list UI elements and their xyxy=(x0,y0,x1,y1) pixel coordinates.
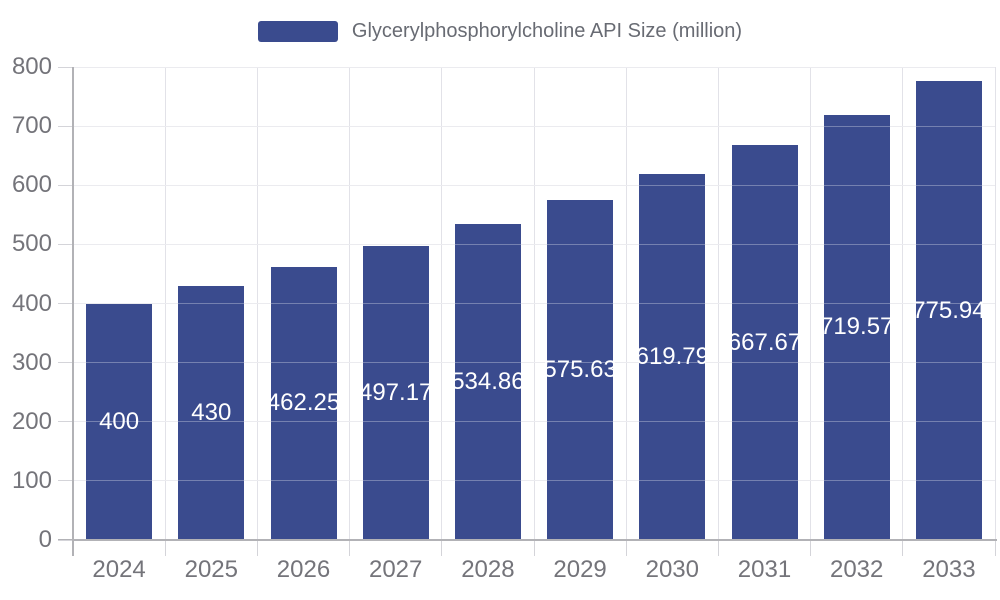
y-axis-tick xyxy=(58,303,72,304)
x-tick-label-2032: 2032 xyxy=(829,556,884,583)
bar-value-label: 534.86 xyxy=(451,367,525,395)
bar-value-label: 775.94 xyxy=(912,296,986,324)
plot-area: 400 430 462.25 497.17 534.86 575.63 619.79 667.… xyxy=(73,66,996,540)
x-axis-tick xyxy=(717,541,719,556)
bar-2031 xyxy=(731,145,798,540)
x-tick-label-2028: 2028 xyxy=(461,556,515,583)
gridline-vertical xyxy=(717,67,719,540)
bar-value-label: 462.25 xyxy=(266,389,341,417)
gridline-overlay xyxy=(73,303,995,304)
y-tick-label-0: 0 xyxy=(38,526,52,553)
x-axis-line xyxy=(58,539,997,541)
y-tick-label-600: 600 xyxy=(11,171,52,199)
x-axis-tick xyxy=(994,541,996,556)
bar-2033 xyxy=(915,81,982,540)
bar-value-label: 497.17 xyxy=(358,379,433,407)
y-axis-tick xyxy=(58,480,72,482)
x-tick-label-2030: 2030 xyxy=(645,556,699,583)
gridline-vertical xyxy=(349,67,351,540)
y-tick-label-700: 700 xyxy=(11,112,52,140)
gridline-vertical xyxy=(441,67,443,540)
y-axis-tick xyxy=(58,243,72,245)
gridline-vertical xyxy=(625,67,627,540)
x-axis-tick xyxy=(533,541,535,556)
y-axis-tick xyxy=(58,66,72,68)
y-axis-tick xyxy=(58,184,72,186)
y-axis-tick xyxy=(58,421,72,423)
y-axis-tick xyxy=(58,125,72,127)
x-axis-tick xyxy=(810,541,812,556)
gridline-vertical xyxy=(164,67,166,540)
gridline-overlay xyxy=(73,184,995,186)
bar-2024 xyxy=(86,303,153,540)
y-tick-label-300: 300 xyxy=(11,348,52,376)
gridline-overlay xyxy=(73,362,995,364)
bar-2027 xyxy=(362,246,429,540)
bar-2029 xyxy=(547,199,614,540)
y-tick-label-200: 200 xyxy=(11,407,52,435)
bar-value-label: 719.57 xyxy=(819,313,894,341)
x-axis-tick xyxy=(625,541,627,556)
bar-value-label: 430 xyxy=(191,398,232,426)
legend-item[interactable]: Glycerylphosphorylcholine API Size (mill… xyxy=(0,19,1000,44)
bar-value-label: 619.79 xyxy=(635,342,709,370)
x-axis-tick xyxy=(349,541,351,556)
gridline-overlay xyxy=(73,243,995,245)
legend-label: Glycerylphosphorylcholine API Size (mill… xyxy=(351,20,743,42)
bar-2025 xyxy=(178,285,245,540)
x-axis-tick xyxy=(902,541,904,556)
x-tick-label-2025: 2025 xyxy=(184,556,238,583)
bar-2032 xyxy=(823,114,890,540)
x-tick-label-2033: 2033 xyxy=(922,556,976,583)
gridline-vertical xyxy=(533,67,535,540)
gridline-overlay xyxy=(73,125,995,127)
gridline-overlay xyxy=(73,480,995,482)
gridline-vertical xyxy=(256,67,258,540)
gridline-vertical xyxy=(902,67,904,540)
y-tick-label-800: 800 xyxy=(11,53,52,80)
legend-swatch xyxy=(257,21,338,42)
gridline-vertical xyxy=(994,67,996,540)
bar-value-label: 667.67 xyxy=(727,328,802,356)
gridline-overlay xyxy=(73,421,995,423)
x-axis-tick xyxy=(441,541,443,556)
x-tick-label-2026: 2026 xyxy=(276,556,331,583)
y-tick-label-400: 400 xyxy=(11,289,52,317)
x-tick-label-2024: 2024 xyxy=(92,556,146,583)
gridline-vertical xyxy=(810,67,812,540)
bar-2030 xyxy=(639,173,706,540)
x-axis-tick xyxy=(256,541,258,556)
bar-2026 xyxy=(270,266,337,540)
y-axis-line xyxy=(72,67,74,556)
y-tick-label-100: 100 xyxy=(11,466,52,494)
gridline-overlay xyxy=(73,66,995,68)
bar-2028 xyxy=(454,223,521,540)
x-tick-label-2027: 2027 xyxy=(368,556,423,583)
y-tick-label-500: 500 xyxy=(11,230,52,258)
x-tick-label-2029: 2029 xyxy=(553,556,607,583)
y-axis-tick xyxy=(58,362,72,364)
bar-value-label: 400 xyxy=(99,407,140,435)
x-tick-label-2031: 2031 xyxy=(737,556,792,583)
bar-value-label: 575.63 xyxy=(543,355,617,383)
x-axis-tick xyxy=(164,541,166,556)
y-axis-tick xyxy=(58,539,72,541)
